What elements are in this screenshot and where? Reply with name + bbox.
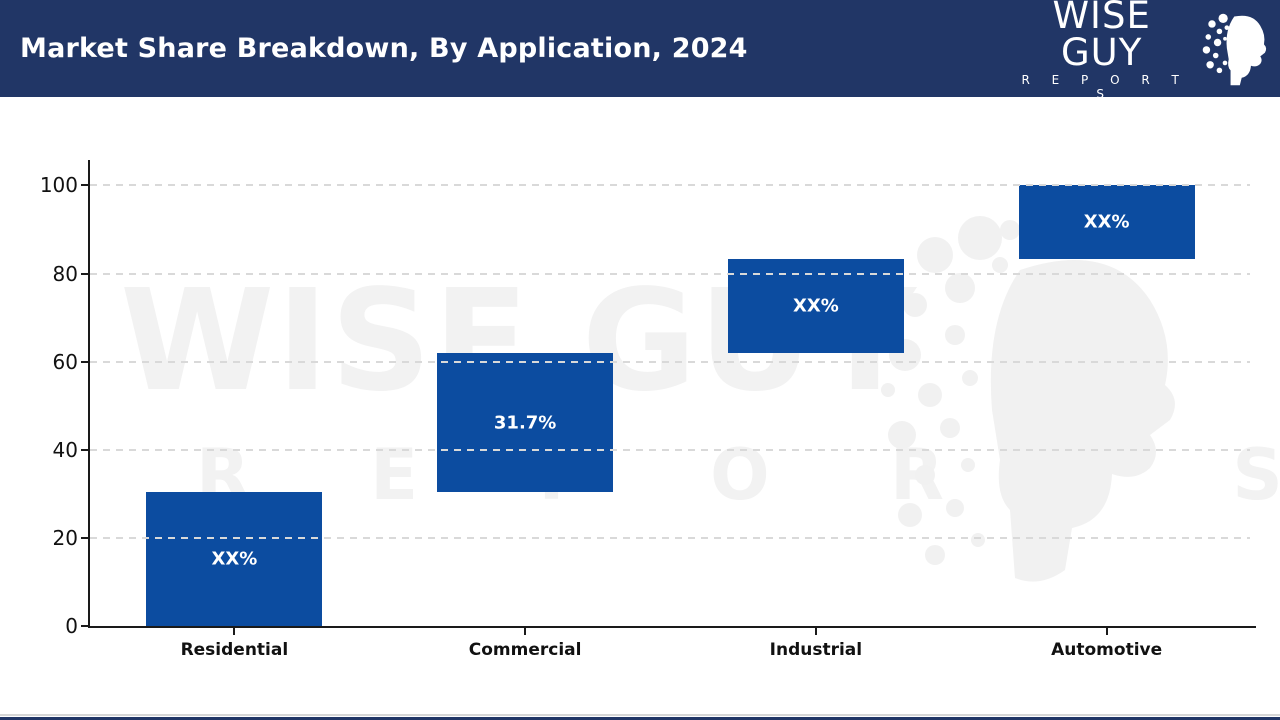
y-tick-mark xyxy=(81,536,90,539)
bar-commercial xyxy=(437,352,614,493)
y-axis-line xyxy=(88,160,90,628)
y-tick-label: 100 xyxy=(39,173,78,198)
brand-tagline: R E P O R T S xyxy=(1021,73,1188,101)
y-tick-mark xyxy=(81,272,90,275)
bar-value-label: 31.7% xyxy=(493,412,557,434)
y-gridline xyxy=(90,360,1250,363)
chart-area: 0 20 40 60 80 100 XX% Residential 31.7% Commercia… xyxy=(0,97,1280,717)
bar-value-label: XX% xyxy=(792,295,839,317)
y-tick-label: 40 xyxy=(52,437,78,462)
y-tick-label: 60 xyxy=(52,349,78,374)
x-axis-label: Automotive xyxy=(1051,640,1163,660)
x-tick-mark xyxy=(233,627,236,635)
dotted-head-icon xyxy=(1203,13,1267,86)
x-tick-mark xyxy=(1105,627,1108,635)
x-axis-label: Residential xyxy=(180,640,289,660)
x-axis-label: Industrial xyxy=(769,640,863,660)
x-tick-mark xyxy=(814,627,817,635)
page-title: Market Share Breakdown, By Application, … xyxy=(20,33,748,64)
x-axis-line xyxy=(88,626,1256,628)
footer-accent-bar xyxy=(0,717,1280,720)
x-tick-mark xyxy=(524,627,527,635)
bar-value-label: XX% xyxy=(1083,211,1130,233)
x-axis-label: Commercial xyxy=(468,640,582,660)
y-gridline xyxy=(90,536,1250,539)
bar-value-label: XX% xyxy=(211,548,258,570)
y-gridline xyxy=(90,272,1250,275)
y-tick-label: 80 xyxy=(52,261,78,286)
y-tick-label: 20 xyxy=(52,525,78,550)
y-tick-label: 0 xyxy=(65,614,78,638)
y-tick-mark xyxy=(81,184,90,187)
bar-industrial xyxy=(727,258,904,353)
bar-automotive xyxy=(1018,185,1195,259)
header-bar: Market Share Breakdown, By Application, … xyxy=(0,0,1280,101)
brand-name: WISE GUY xyxy=(1052,0,1151,74)
bar-residential xyxy=(146,492,323,626)
watermark-head-icon xyxy=(881,216,1175,582)
y-tick-mark xyxy=(81,448,90,451)
y-tick-mark xyxy=(81,360,90,363)
y-gridline xyxy=(90,448,1250,451)
footer-divider xyxy=(0,714,1280,716)
brand-logo-text: WISE GUY R E P O R T S xyxy=(1008,0,1195,101)
y-gridline xyxy=(90,184,1250,187)
brand-logo: WISE GUY R E P O R T S xyxy=(1008,0,1268,101)
y-tick-mark xyxy=(81,625,90,627)
